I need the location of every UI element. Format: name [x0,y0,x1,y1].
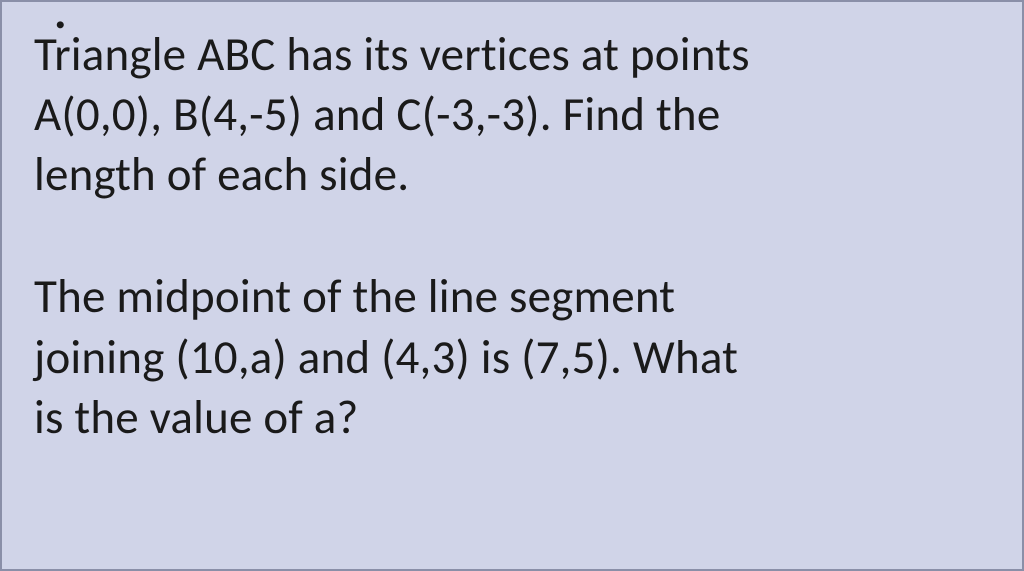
bullet-dot: . [54,0,67,42]
problem-2-line-3: is the value of a? [34,387,994,447]
problem-1-line-1: Triangle ABC has its vertices at points [34,24,994,84]
problem-2: The midpoint of the line segment joining… [34,266,994,446]
problem-1-line-3: length of each side. [34,144,994,204]
problem-2-line-1: The midpoint of the line segment [34,266,994,326]
document-slide: . Triangle ABC has its vertices at point… [0,0,1024,571]
problem-1-line-2: A(0,0), B(4,-5) and C(-3,-3). Find the [34,84,994,144]
problem-2-line-2: joining (10,a) and (4,3) is (7,5). What [34,327,994,387]
problem-1: Triangle ABC has its vertices at points … [34,24,994,204]
